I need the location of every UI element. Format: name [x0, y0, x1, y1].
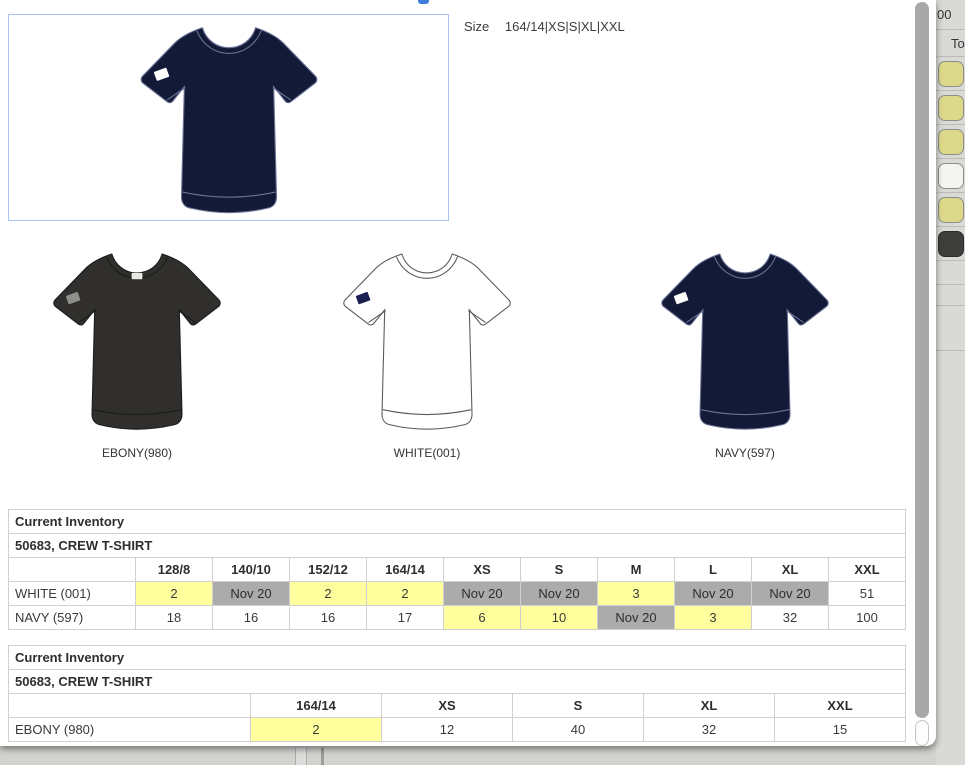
hh-logo — [355, 291, 371, 305]
table-row: NAVY (597) 18 16 16 17 6 10 Nov 20 3 32 … — [8, 605, 907, 630]
col-header: L — [674, 557, 752, 582]
inventory-cell: 51 — [827, 581, 907, 606]
table-header-row: 164/14 XS S XL XXL — [8, 693, 907, 718]
inventory-cell: 10 — [520, 605, 598, 630]
inventory-cell: 3 — [597, 581, 675, 606]
hh-logo — [65, 291, 81, 305]
col-header — [8, 557, 136, 582]
row-label: EBONY (980) — [8, 717, 251, 742]
white-tshirt-image — [337, 237, 517, 442]
inventory-cell: 2 — [250, 717, 382, 742]
table-header-row: 128/8 140/10 152/12 164/14 XS S M L XL X… — [8, 557, 907, 582]
inventory-cell: 16 — [212, 605, 290, 630]
color-swatch[interactable] — [938, 162, 964, 189]
neck-label — [131, 272, 143, 280]
variant-thumbnail-white[interactable]: WHITE(001) — [337, 237, 517, 460]
col-header: XS — [443, 557, 521, 582]
inventory-cell: 15 — [773, 717, 907, 742]
col-header: M — [597, 557, 675, 582]
table-title: Current Inventory — [7, 645, 907, 670]
main-product-preview[interactable] — [8, 14, 449, 221]
size-value: 164/14|XS|S|XL|XXL — [504, 19, 625, 34]
inventory-cell: 32 — [751, 605, 829, 630]
variant-thumbnail-ebony[interactable]: EBONY(980) — [47, 237, 227, 460]
col-header: 164/14 — [366, 557, 444, 582]
color-swatch[interactable] — [938, 128, 964, 155]
inventory-cell: 18 — [135, 605, 213, 630]
variant-label: WHITE(001) — [393, 446, 461, 460]
variant-label: EBONY(980) — [101, 446, 173, 460]
table-row: WHITE (001) 2 Nov 20 2 2 Nov 20 Nov 20 3… — [8, 581, 907, 606]
col-header: S — [520, 557, 598, 582]
table-title: Current Inventory — [7, 509, 907, 534]
row-label: WHITE (001) — [8, 581, 136, 606]
col-header: 164/14 — [250, 693, 382, 718]
col-header: XXL — [773, 693, 907, 718]
hh-logo — [673, 291, 689, 305]
table-row: EBONY (980) 2 12 40 32 15 — [8, 717, 907, 742]
inventory-cell: Nov 20 — [674, 581, 752, 606]
col-header: 152/12 — [289, 557, 367, 582]
inventory-cell: 6 — [443, 605, 521, 630]
inventory-cell: 40 — [512, 717, 644, 742]
col-header: XS — [381, 693, 513, 718]
color-swatch[interactable] — [938, 60, 964, 87]
size-row: Size 164/14|XS|S|XL|XXL — [464, 19, 625, 34]
col-header: XXL — [827, 557, 907, 582]
color-swatch[interactable] — [938, 230, 964, 257]
inventory-cell: 3 — [674, 605, 752, 630]
background-divider-bar — [295, 748, 307, 765]
size-label: Size — [464, 19, 490, 34]
navy-tshirt-image — [134, 18, 324, 218]
vertical-scrollbar — [915, 2, 929, 746]
inventory-cell: 2 — [135, 581, 213, 606]
inventory-cell: Nov 20 — [212, 581, 290, 606]
background-partial-header: To — [936, 30, 965, 57]
col-header: XL — [643, 693, 775, 718]
inventory-cell: Nov 20 — [751, 581, 829, 606]
inventory-cell: Nov 20 — [597, 605, 675, 630]
scrollbar-track-end[interactable] — [915, 720, 929, 746]
col-header: S — [512, 693, 644, 718]
inventory-cell: 100 — [827, 605, 907, 630]
inventory-cell: 17 — [366, 605, 444, 630]
inventory-table-main: Current Inventory 50683, CREW T-SHIRT 12… — [7, 509, 907, 630]
col-header: 140/10 — [212, 557, 290, 582]
table-subtitle: 50683, CREW T-SHIRT — [7, 669, 907, 694]
inventory-cell: 16 — [289, 605, 367, 630]
scrollbar-thumb[interactable] — [915, 2, 929, 718]
hh-logo — [153, 67, 169, 81]
table-subtitle: 50683, CREW T-SHIRT — [7, 533, 907, 558]
background-partial-value: 00 — [936, 0, 965, 30]
col-header: 128/8 — [135, 557, 213, 582]
inventory-cell: 12 — [381, 717, 513, 742]
inventory-cell: 2 — [366, 581, 444, 606]
inventory-cell: Nov 20 — [443, 581, 521, 606]
variant-label: NAVY(597) — [715, 446, 775, 460]
product-inventory-modal: Size 164/14|XS|S|XL|XXL EBONY(980) WHITE… — [0, 0, 936, 746]
col-header — [8, 693, 251, 718]
variant-thumbnail-navy[interactable]: NAVY(597) — [655, 237, 835, 460]
background-divider-line — [321, 748, 324, 765]
inventory-cell: Nov 20 — [520, 581, 598, 606]
inventory-table-ebony: Current Inventory 50683, CREW T-SHIRT 16… — [7, 645, 907, 742]
inventory-cell: 2 — [289, 581, 367, 606]
ebony-tshirt-image — [47, 237, 227, 442]
color-swatch[interactable] — [938, 94, 964, 121]
page-title-fragment — [418, 0, 429, 4]
row-label: NAVY (597) — [8, 605, 136, 630]
color-swatch[interactable] — [938, 196, 964, 223]
background-page-right-panel: 00 To — [936, 0, 965, 765]
navy-tshirt-image — [655, 237, 835, 442]
inventory-cell: 32 — [643, 717, 775, 742]
col-header: XL — [751, 557, 829, 582]
